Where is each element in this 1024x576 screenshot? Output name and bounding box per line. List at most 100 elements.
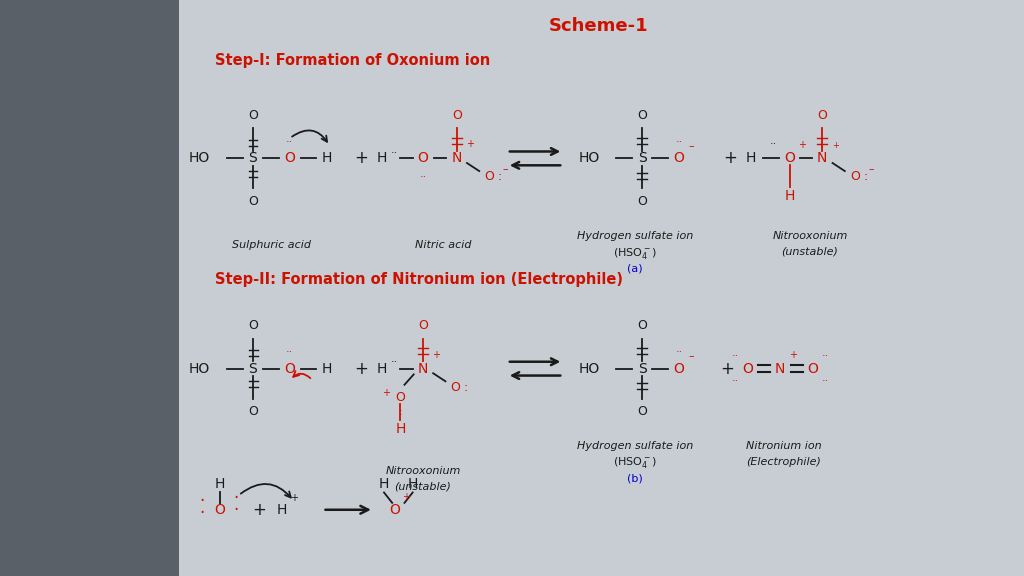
Text: (unstable): (unstable) (394, 482, 452, 492)
Text: HO: HO (579, 362, 599, 376)
Text: O: O (637, 406, 647, 418)
Text: +: + (720, 359, 734, 378)
Text: O: O (637, 109, 647, 122)
Text: HO: HO (189, 151, 210, 165)
Text: S: S (249, 362, 257, 376)
Text: Hydrogen sulfate ion: Hydrogen sulfate ion (577, 231, 693, 241)
Text: H: H (322, 151, 332, 165)
Text: +: + (402, 491, 411, 502)
Text: HO: HO (189, 362, 210, 376)
Text: S: S (638, 151, 646, 165)
Text: O: O (418, 319, 428, 332)
Text: O: O (285, 151, 295, 165)
Text: +: + (354, 149, 369, 168)
Text: Nitric acid: Nitric acid (415, 240, 472, 250)
Text: Step-II: Formation of Nitronium ion (Electrophile): Step-II: Formation of Nitronium ion (Ele… (215, 272, 623, 287)
Text: O: O (248, 195, 258, 208)
Text: O: O (418, 151, 428, 165)
Text: N: N (775, 362, 785, 376)
Text: H: H (784, 189, 795, 203)
Text: Hydrogen sulfate ion: Hydrogen sulfate ion (577, 441, 693, 452)
Text: O: O (285, 362, 295, 376)
Text: H: H (408, 477, 418, 491)
Text: O: O (674, 362, 684, 376)
Text: :: : (863, 170, 867, 183)
Text: Nitronium ion: Nitronium ion (745, 441, 821, 452)
Text: +: + (833, 141, 839, 150)
Text: H: H (215, 477, 225, 491)
Text: ··: ·· (821, 351, 829, 361)
Text: O: O (850, 170, 860, 183)
Text: H: H (745, 151, 756, 165)
Text: ··: ·· (769, 139, 777, 149)
Text: O: O (451, 381, 461, 393)
Text: O: O (637, 195, 647, 208)
Text: ·: · (232, 501, 239, 519)
Text: ··: ·· (286, 347, 294, 358)
Text: O: O (452, 109, 462, 122)
Text: (HSO$_4^-$): (HSO$_4^-$) (613, 246, 656, 261)
Text: O: O (395, 391, 406, 404)
Text: N: N (817, 151, 827, 165)
Text: (Electrophile): (Electrophile) (745, 457, 821, 467)
Text: O: O (215, 503, 225, 517)
Text: +: + (466, 139, 474, 149)
Text: +: + (432, 350, 440, 361)
Text: O: O (808, 362, 818, 376)
Text: +: + (798, 140, 806, 150)
Text: S: S (638, 362, 646, 376)
Text: O: O (637, 319, 647, 332)
Text: –: – (688, 351, 694, 361)
Text: S: S (249, 151, 257, 165)
Text: –: – (688, 141, 694, 151)
Text: O: O (817, 109, 827, 122)
Text: O: O (248, 319, 258, 332)
Text: (HSO$_4^-$): (HSO$_4^-$) (613, 455, 656, 470)
Text: :: : (464, 381, 468, 393)
Text: ··: ·· (821, 376, 829, 386)
Text: HO: HO (579, 151, 599, 165)
Text: N: N (418, 362, 428, 376)
Text: ·: · (199, 492, 205, 510)
Text: H: H (395, 422, 406, 436)
Text: O: O (784, 151, 795, 165)
Text: (a): (a) (627, 264, 643, 274)
Text: ·: · (232, 489, 239, 507)
Text: +: + (382, 388, 390, 398)
Text: Scheme-1: Scheme-1 (549, 17, 649, 35)
Bar (179, 0, 1024, 576)
Text: +: + (723, 149, 737, 168)
Text: –: – (868, 164, 874, 174)
Text: Step-I: Formation of Oxonium ion: Step-I: Formation of Oxonium ion (215, 53, 490, 68)
Text: H: H (322, 362, 332, 376)
Text: +: + (252, 501, 266, 519)
Bar (0, 0, 179, 576)
Text: H: H (377, 362, 387, 376)
Text: H: H (379, 477, 389, 491)
Text: O: O (248, 109, 258, 122)
Text: +: + (788, 350, 797, 361)
Text: ··: ·· (390, 357, 398, 367)
Text: O: O (484, 170, 495, 183)
Text: ·: · (199, 503, 205, 522)
Text: –: – (502, 164, 508, 174)
Text: ··: ·· (675, 347, 683, 358)
Text: :: : (398, 407, 402, 417)
Text: :: : (498, 170, 502, 183)
Text: Sulphuric acid: Sulphuric acid (231, 240, 311, 250)
Text: ··: ·· (390, 147, 398, 158)
Text: ··: ·· (286, 137, 294, 147)
Text: (unstable): (unstable) (781, 247, 839, 257)
Text: Nitrooxonium: Nitrooxonium (772, 231, 848, 241)
Text: O: O (248, 406, 258, 418)
Text: N: N (452, 151, 462, 165)
Text: Nitrooxonium: Nitrooxonium (385, 466, 461, 476)
Text: +: + (290, 493, 298, 503)
Text: H: H (276, 503, 287, 517)
Text: ··: ·· (419, 172, 427, 182)
Text: ··: ·· (731, 351, 739, 361)
Text: ··: ·· (731, 376, 739, 386)
Text: +: + (354, 359, 369, 378)
Text: H: H (377, 151, 387, 165)
Text: (b): (b) (627, 473, 643, 483)
